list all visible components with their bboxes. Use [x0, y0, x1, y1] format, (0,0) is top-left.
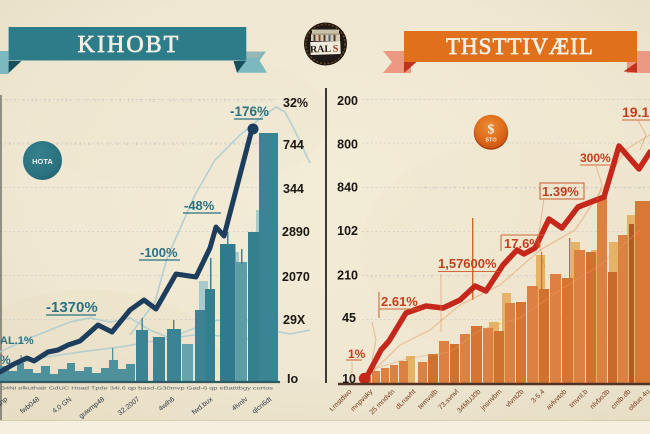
svg-text:210: 210 [337, 269, 358, 283]
svg-text:1,57600%: 1,57600% [438, 256, 497, 271]
svg-text:102: 102 [337, 224, 358, 238]
svg-text:19.1: 19.1 [622, 104, 649, 120]
svg-text:HOTA: HOTA [32, 157, 53, 166]
svg-text:-176%: -176% [230, 104, 269, 119]
svg-text:,i.t.l.v.i-x.l.ti.i.r.l.t.v.i.: ,i.t.l.v.i-x.l.ti.i.r.l.t.v.i.l.x.t.i.l.… [4, 142, 265, 147]
svg-text:STO: STO [485, 138, 497, 144]
svg-text:AL.1%: AL.1% [0, 335, 34, 347]
svg-text:Io: Io [287, 372, 298, 386]
svg-text:300%: 300% [580, 151, 611, 165]
svg-text:10: 10 [342, 372, 356, 386]
svg-text:200: 200 [337, 94, 358, 108]
svg-text:RAL: RAL [310, 44, 332, 56]
svg-text:1.39%: 1.39% [542, 184, 579, 199]
svg-text:THSTTIVÆIL: THSTTIVÆIL [446, 34, 594, 59]
svg-text:344: 344 [283, 182, 304, 196]
svg-text:%: % [0, 353, 11, 367]
svg-text:KIHOBT: KIHOBT [78, 32, 181, 58]
svg-text:2.61%: 2.61% [381, 294, 418, 309]
svg-text:.t,i.v-xl.ti |=i+.i.r,l.t.x-i.: .t,i.v-xl.ti |=i+.i.r,l.t.x-i.ii.t.li.r.… [2, 99, 273, 104]
svg-text:29X: 29X [283, 313, 306, 327]
svg-text:32%: 32% [283, 96, 308, 110]
svg-text:-1370%: -1370% [46, 299, 98, 316]
svg-text:$: $ [488, 123, 495, 138]
svg-text:17.6%: 17.6% [504, 236, 541, 251]
svg-text:.t,i.v-l.ti.i.r,l.t.x-i.ii.t.l: .t,i.v-l.ti.i.r,l.t.x-i.ii.t.li.r.vi.l.t… [420, 186, 646, 191]
svg-text:34Ni elkuthatr GdUC Hoad Tpde: 34Ni elkuthatr GdUC Hoad Tpde 34i.6 qp b… [1, 386, 274, 391]
svg-text:2070: 2070 [282, 270, 310, 284]
svg-text:-48%: -48% [184, 198, 215, 213]
svg-text:45: 45 [342, 311, 356, 325]
svg-text:1%: 1% [348, 347, 366, 361]
svg-text:744: 744 [283, 138, 304, 152]
svg-text:2890: 2890 [282, 225, 310, 239]
svg-text:S: S [333, 44, 339, 55]
svg-text:-100%: -100% [140, 245, 178, 260]
svg-text:840: 840 [337, 181, 358, 195]
svg-text:800: 800 [337, 138, 358, 152]
svg-text:.i,t.l.v.i.x.l.t.i.r.l.t.v.i.l: .i,t.l.v.i.x.l.t.i.r.l.t.v.i.l.x.t.i.l.r… [366, 275, 636, 280]
